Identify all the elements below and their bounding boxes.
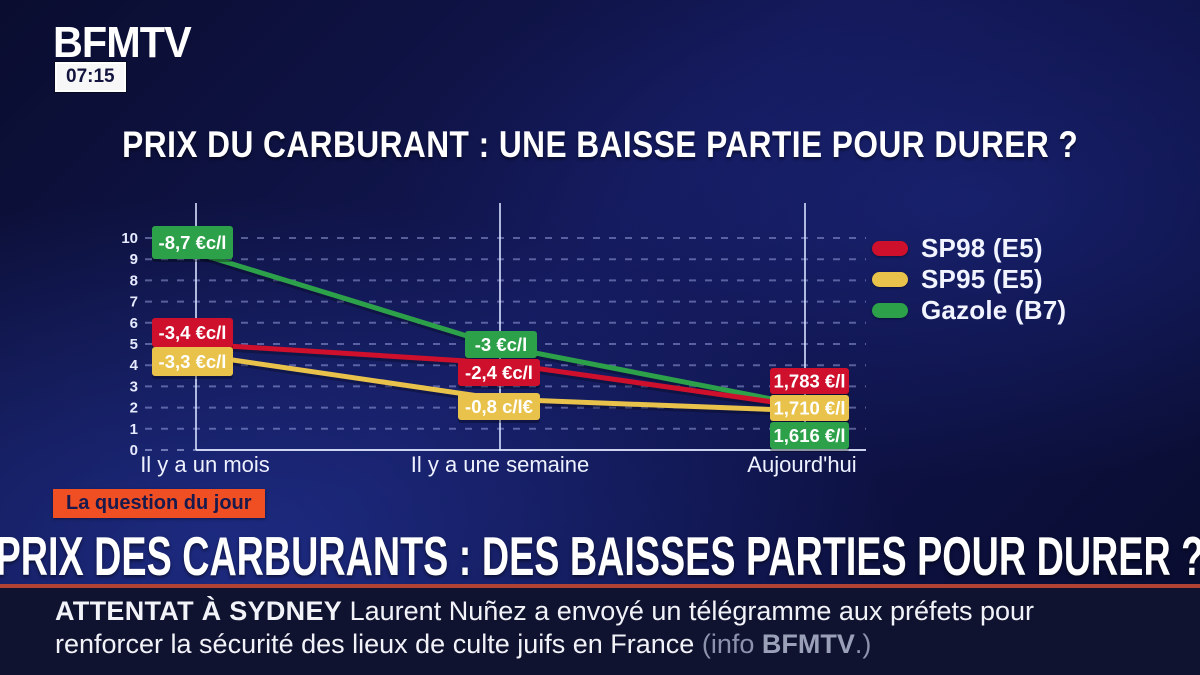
svg-text:1: 1: [130, 421, 138, 438]
legend-label: Gazole (B7): [921, 295, 1067, 325]
ticker-line2: renforcer la sécurité des lieux de culte…: [55, 629, 695, 659]
red-divider: [0, 584, 1200, 588]
svg-text:8: 8: [130, 272, 138, 289]
chart-title: PRIX DU CARBURANT : UNE BAISSE PARTIE PO…: [121, 123, 1079, 166]
headline-banner: PRIX DES CARBURANTS : DES BAISSES PARTIE…: [0, 525, 1200, 587]
svg-text:2: 2: [130, 400, 138, 417]
svg-text:-3 €c/l: -3 €c/l: [475, 334, 527, 355]
svg-text:Aujourd'hui: Aujourd'hui: [747, 452, 856, 477]
svg-text:9: 9: [130, 251, 138, 268]
svg-text:0: 0: [130, 442, 138, 459]
ticker-line1: Laurent Nuñez a envoyé un télégramme aux…: [349, 596, 1035, 626]
gazole-color-swatch-icon: [872, 303, 908, 318]
svg-text:1,710 €/l: 1,710 €/l: [773, 398, 845, 419]
ticker-text: ATTENTAT À SYDNEY Laurent Nuñez a envoyé…: [0, 588, 1200, 661]
news-ticker: ATTENTAT À SYDNEY Laurent Nuñez a envoyé…: [0, 588, 1200, 675]
legend-item-sp98: SP98 (E5): [872, 233, 1066, 264]
svg-text:3: 3: [130, 378, 138, 395]
sp98-color-swatch-icon: [872, 241, 908, 256]
clock: 07:15: [55, 62, 126, 92]
svg-text:10: 10: [121, 230, 138, 247]
svg-text:-0,8 c/l€: -0,8 c/l€: [465, 396, 533, 417]
svg-text:-3,3 €c/l: -3,3 €c/l: [159, 351, 227, 372]
svg-text:-2,4 €c/l: -2,4 €c/l: [465, 362, 533, 383]
sp95-color-swatch-icon: [872, 272, 908, 287]
legend-label: SP98 (E5): [921, 233, 1043, 263]
svg-text:1,616 €/l: 1,616 €/l: [773, 425, 845, 446]
bfmtv-logo: BFMTV: [53, 18, 192, 67]
chart-legend: SP98 (E5) SP95 (E5) Gazole (B7): [872, 233, 1066, 326]
svg-text:Il y a une semaine: Il y a une semaine: [411, 452, 590, 477]
svg-text:-8,7 €c/l: -8,7 €c/l: [159, 232, 227, 253]
fuel-price-chart: 0 1 2 3 4 5 6 7 8 9 10 Il y a un mois Il y a une sem…: [121, 203, 866, 477]
svg-text:Il y a un mois: Il y a un mois: [140, 452, 270, 477]
ticker-tag: ATTENTAT À SYDNEY: [55, 596, 343, 626]
ticker-source: (info BFMTV.): [701, 629, 872, 659]
legend-item-sp95: SP95 (E5): [872, 264, 1066, 295]
svg-text:1,783 €/l: 1,783 €/l: [773, 371, 845, 392]
svg-text:6: 6: [130, 315, 138, 332]
question-du-jour-badge: La question du jour: [53, 489, 265, 518]
svg-text:5: 5: [130, 336, 138, 353]
svg-text:4: 4: [130, 357, 139, 374]
legend-item-gazole: Gazole (B7): [872, 295, 1066, 326]
svg-text:-3,4 €c/l: -3,4 €c/l: [159, 322, 227, 343]
legend-label: SP95 (E5): [921, 264, 1043, 294]
svg-text:7: 7: [130, 294, 138, 311]
